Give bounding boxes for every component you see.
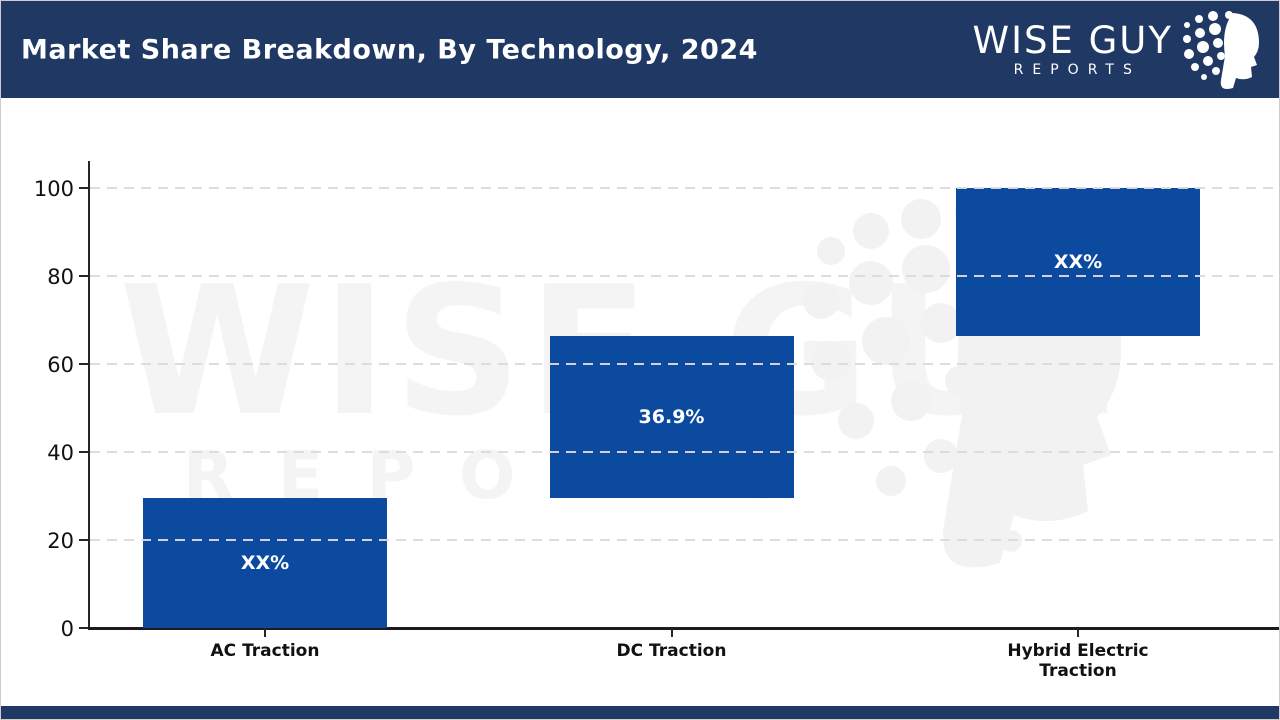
wiseguy-logo: WISE GUY REPORTS	[973, 9, 1263, 91]
wiseguy-logo-text: WISE GUY REPORTS	[972, 19, 1173, 78]
header-band: Market Share Breakdown, By Technology, 2…	[1, 1, 1279, 98]
y-tick-label: 20	[47, 529, 74, 553]
y-axis-tick	[79, 539, 88, 541]
bar-value-label: XX%	[240, 552, 290, 575]
x-axis-tick	[264, 628, 266, 637]
y-tick-label: 0	[60, 617, 74, 641]
x-category-label: AC Traction	[210, 641, 320, 661]
y-tick-label: 40	[47, 441, 74, 465]
y-axis	[88, 161, 90, 630]
x-category-label: DC Traction	[616, 641, 727, 661]
bar: 36.9%	[549, 335, 794, 499]
footer-band	[1, 706, 1279, 719]
dotted-head-logo-icon	[1183, 11, 1259, 89]
x-axis-tick	[1077, 628, 1079, 637]
bar-value-label: XX%	[1053, 250, 1103, 273]
y-tick-label: 60	[47, 353, 74, 377]
y-axis-tick	[79, 275, 88, 277]
logo-subtitle: REPORTS	[1013, 61, 1141, 78]
y-axis-tick	[79, 627, 88, 629]
y-tick-label: 100	[33, 177, 74, 201]
x-axis	[88, 627, 1279, 630]
bar-value-label: 36.9%	[638, 406, 705, 429]
x-axis-tick	[670, 628, 673, 637]
y-tick-label: 80	[47, 265, 74, 289]
page-title: Market Share Breakdown, By Technology, 2…	[21, 34, 758, 65]
logo-wordmark: WISE GUY	[972, 19, 1173, 63]
bar: XX%	[143, 498, 387, 628]
x-category-label: Hybrid Electric Traction	[1007, 641, 1149, 682]
gridline	[90, 539, 1279, 541]
plot-area: 0 20 40 60 80 100 XX% 36.9% XX% AC Traction DC Tra…	[34, 161, 1279, 681]
gridline	[90, 187, 1279, 189]
y-axis-tick	[79, 363, 88, 365]
y-axis-tick	[79, 451, 88, 453]
y-axis-tick	[79, 187, 88, 189]
bar: XX%	[956, 188, 1200, 336]
gridline	[90, 451, 1279, 453]
gridline	[90, 363, 1279, 365]
gridline	[90, 275, 1279, 277]
